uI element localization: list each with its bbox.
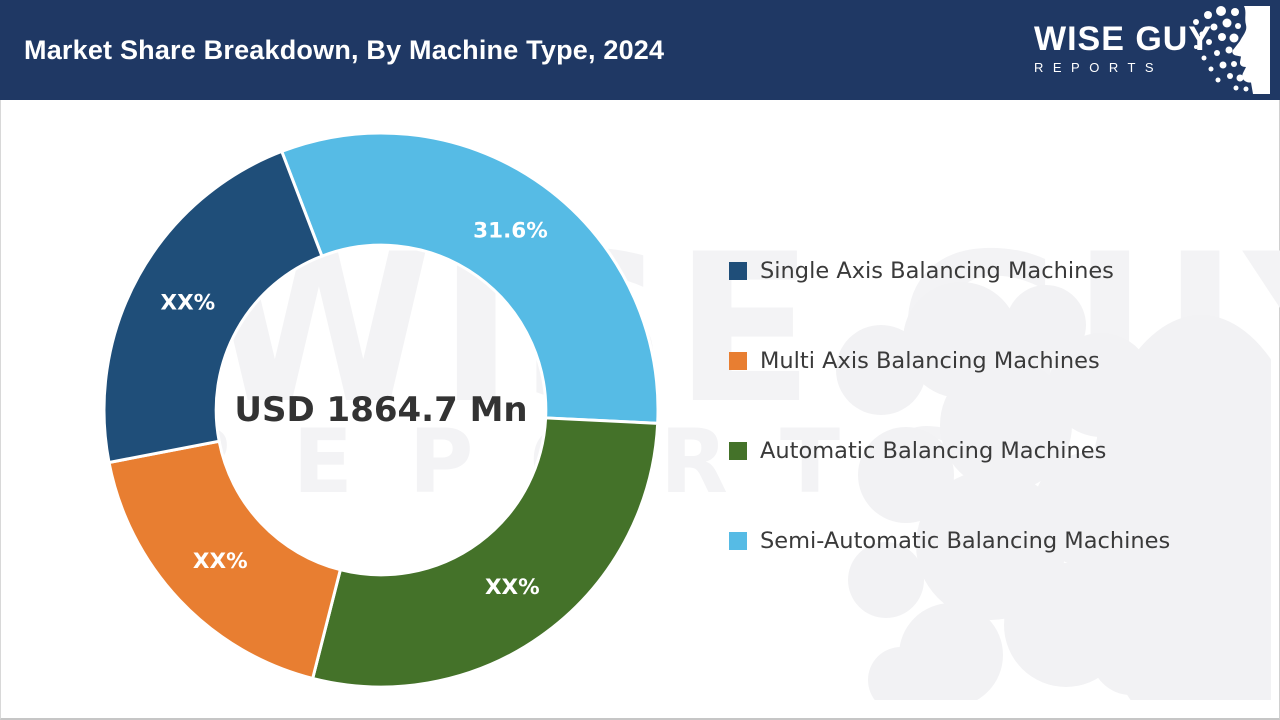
pie-slice-single_axis: [102, 149, 324, 465]
page-title: Market Share Breakdown, By Machine Type,…: [24, 35, 665, 65]
legend-swatch-semi_automatic: [729, 532, 747, 550]
legend-item-single_axis: Single Axis Balancing Machines: [729, 257, 1170, 285]
slice-label-semi_automatic: 31.6%: [473, 219, 548, 244]
logo-face-icon: [1193, 6, 1270, 94]
pie-slice-semi_automatic: [279, 131, 660, 425]
chart-legend: Single Axis Balancing Machines Multi Axis…: [729, 257, 1170, 617]
legend-swatch-single_axis: [729, 262, 747, 280]
header: Market Share Breakdown, By Machine Type,…: [0, 0, 1280, 100]
logo-wordmark: WISE GUY: [1034, 20, 1213, 58]
donut-chart: 31.6% XX% XX% XX%: [102, 131, 660, 689]
legend-item-automatic: Automatic Balancing Machines: [729, 437, 1170, 465]
wise-guy-logo: WISE GUY REPORTS: [1018, 6, 1270, 94]
legend-swatch-multi_axis: [729, 352, 747, 370]
logo-text: WISE GUY REPORTS: [1034, 20, 1212, 75]
legend-label-semi_automatic: Semi-Automatic Balancing Machines: [760, 528, 1171, 554]
watermark-face-icon: [836, 282, 1271, 700]
logo-subtitle: REPORTS: [1034, 60, 1164, 75]
slice-label-automatic: XX%: [485, 575, 540, 600]
legend-swatch-automatic: [729, 442, 747, 460]
chart-center-value: USD 1864.7 Mn: [234, 390, 528, 430]
legend-item-semi_automatic: Semi-Automatic Balancing Machines: [729, 527, 1170, 555]
pie-slice-automatic: [310, 416, 660, 689]
legend-label-automatic: Automatic Balancing Machines: [760, 438, 1107, 464]
legend-item-multi_axis: Multi Axis Balancing Machines: [729, 347, 1170, 375]
pie-slice-multi_axis: [107, 439, 343, 681]
legend-label-multi_axis: Multi Axis Balancing Machines: [760, 348, 1100, 374]
legend-label-single_axis: Single Axis Balancing Machines: [760, 258, 1114, 284]
slice-label-single_axis: XX%: [161, 290, 216, 315]
slice-label-multi_axis: XX%: [193, 549, 248, 574]
chart-canvas: WISE GUY REPORTS 31.6%XX%XX%XX% USD 1864…: [0, 100, 1280, 720]
